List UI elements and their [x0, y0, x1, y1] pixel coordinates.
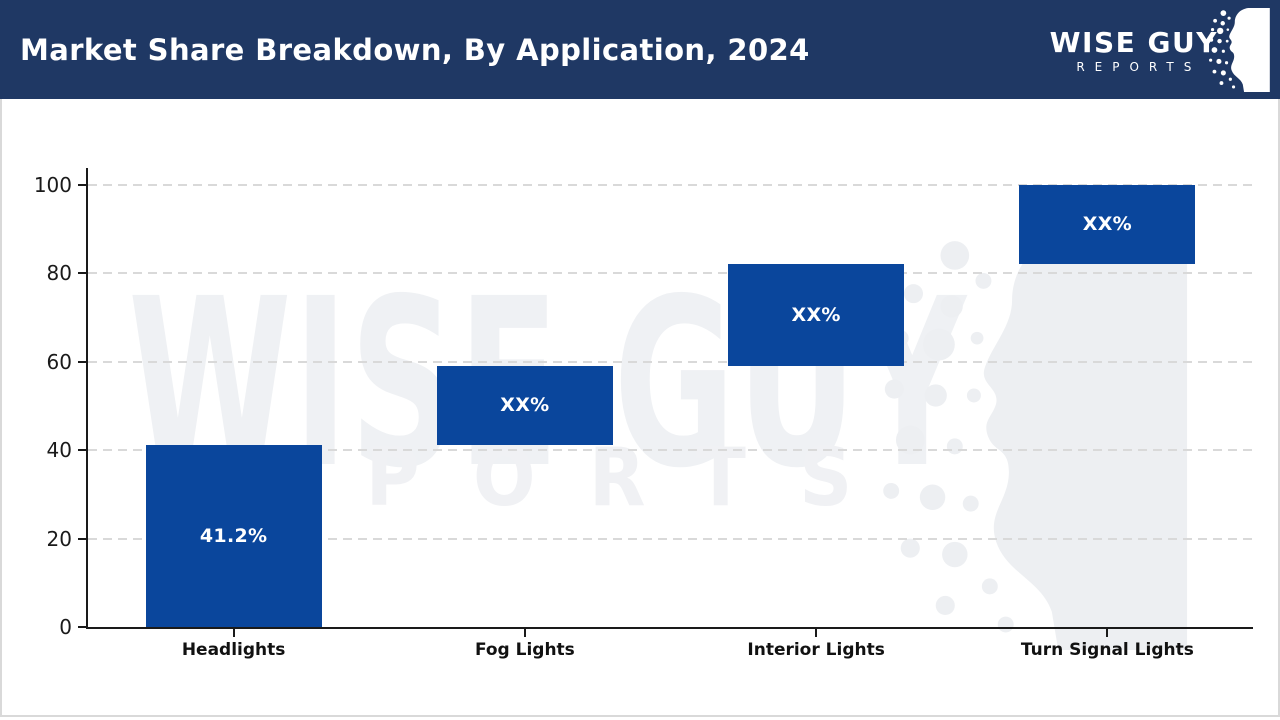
y-tick-label: 60	[46, 349, 72, 374]
bar-interior-lights: XX%	[728, 264, 905, 366]
x-category-label: Turn Signal Lights	[1020, 640, 1194, 660]
bar-fog-lights: XX%	[436, 365, 613, 445]
x-category-label: Headlights	[181, 640, 286, 660]
y-tick-mark	[78, 449, 86, 451]
wiseguy-logo-text: WISE GUY REPORTS	[1050, 26, 1218, 74]
gridline	[88, 537, 1253, 540]
x-axis-line	[86, 627, 1253, 629]
y-tick-mark	[78, 360, 86, 363]
y-tick-mark	[78, 183, 86, 186]
y-tick-mark	[78, 626, 86, 628]
header-bar: Market Share Breakdown, By Application, …	[0, 0, 1280, 99]
gridline	[88, 183, 1253, 186]
gridline	[88, 272, 1253, 274]
x-tick-mark	[1106, 629, 1109, 637]
page-title: Market Share Breakdown, By Application, …	[20, 32, 810, 67]
bar-value-label: XX%	[500, 394, 550, 417]
x-category-label: Fog Lights	[474, 640, 575, 660]
x-category-label: Interior Lights	[747, 640, 885, 660]
y-axis-line	[86, 168, 88, 629]
y-tick-label: 80	[46, 261, 72, 285]
y-tick-label: 20	[46, 526, 72, 551]
bar-turn-signal-lights: XX%	[1019, 184, 1196, 265]
x-tick-mark	[815, 629, 818, 637]
wiseguy-logo: WISE GUY REPORTS	[1050, 6, 1270, 94]
y-tick-label: 0	[59, 615, 72, 639]
x-tick-mark	[232, 629, 235, 637]
y-tick-mark	[78, 537, 86, 540]
bar-value-label: XX%	[1082, 213, 1132, 236]
y-tick-label: 100	[33, 172, 72, 197]
y-tick-mark	[78, 272, 86, 274]
y-tick-label: 40	[46, 438, 72, 462]
bar-headlights: 41.2%	[145, 444, 322, 627]
x-tick-mark	[523, 629, 526, 637]
bar-value-label: 41.2%	[199, 524, 268, 547]
wiseguy-logo-wordmark: WISE GUY	[1049, 26, 1218, 59]
gridline	[88, 449, 1253, 451]
wiseguy-head-icon	[1206, 8, 1270, 92]
wiseguy-logo-subtitle: REPORTS	[1076, 60, 1202, 74]
gridline	[88, 360, 1253, 363]
bar-value-label: XX%	[791, 304, 841, 327]
